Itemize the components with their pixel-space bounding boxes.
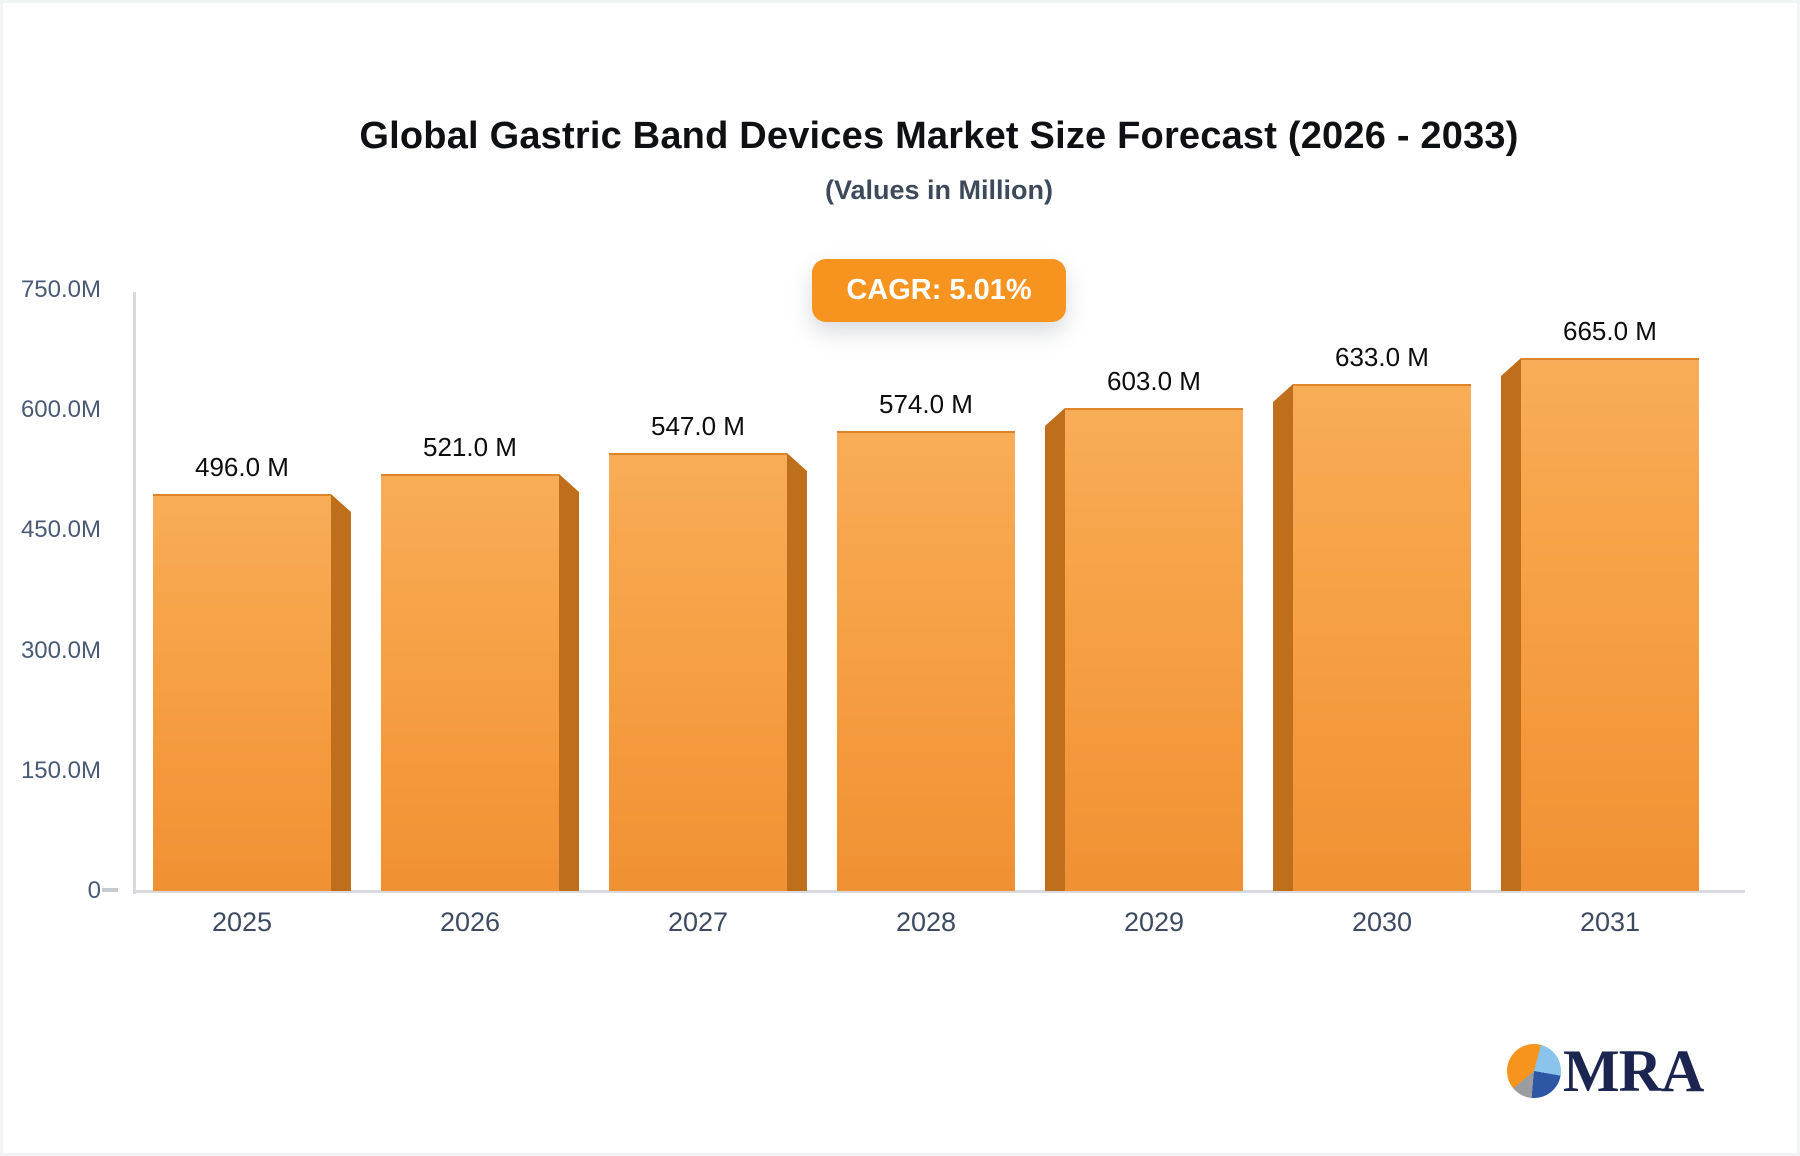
chart-subtitle: (Values in Million)	[824, 175, 1054, 205]
cagr-badge: CAGR: 5.01%	[133, 259, 1745, 322]
x-tick-label: 2030	[1351, 907, 1413, 937]
bar-2027	[609, 453, 787, 891]
x-axis-line	[133, 890, 1745, 893]
bar-value-label: 574.0 M	[879, 389, 973, 419]
x-tick-label: 2029	[1123, 907, 1185, 937]
cagr-badge-label: CAGR: 5.01%	[812, 259, 1066, 322]
bar-2029	[1065, 408, 1243, 891]
y-tick-label: 300.0M	[20, 636, 101, 664]
bar-2025	[153, 494, 331, 891]
zero-tick-mark	[102, 888, 118, 892]
bar-value-label: 665.0 M	[1563, 316, 1657, 346]
y-axis-line	[133, 292, 136, 894]
chart-title: Global Gastric Band Devices Market Size …	[359, 115, 1519, 157]
y-tick-label: 150.0M	[20, 756, 101, 784]
bar-side	[1501, 358, 1521, 891]
logo-text: MRA	[1563, 1038, 1704, 1104]
bar-value-label: 603.0 M	[1107, 366, 1201, 396]
y-tick-label: 600.0M	[20, 396, 101, 424]
brand-logo: MRA	[1507, 1038, 1704, 1104]
bar-value-label: 547.0 M	[651, 411, 745, 441]
bar-value-label: 521.0 M	[423, 432, 517, 462]
x-tick-label: 2031	[1579, 907, 1641, 937]
pie-chart-icon	[1507, 1044, 1561, 1098]
x-tick-label: 2028	[895, 907, 957, 937]
x-tick-label: 2027	[667, 907, 729, 937]
bar-side	[1045, 408, 1065, 891]
bar-side	[1273, 384, 1293, 891]
bar-side	[787, 453, 807, 891]
bar-value-label: 496.0 M	[195, 452, 289, 482]
bar-side	[559, 474, 579, 891]
bar-side	[331, 494, 351, 891]
x-tick-label: 2025	[211, 907, 273, 937]
bar-2030	[1293, 384, 1471, 891]
bar-value-label: 633.0 M	[1335, 342, 1429, 372]
bar-2028	[837, 431, 1015, 891]
bar-2026	[381, 474, 559, 891]
x-tick-label: 2026	[439, 907, 501, 937]
bar-2031	[1521, 358, 1699, 891]
y-tick-label: 0	[87, 877, 101, 904]
y-tick-label: 450.0M	[20, 516, 101, 544]
y-tick-label: 750.0M	[20, 276, 101, 303]
